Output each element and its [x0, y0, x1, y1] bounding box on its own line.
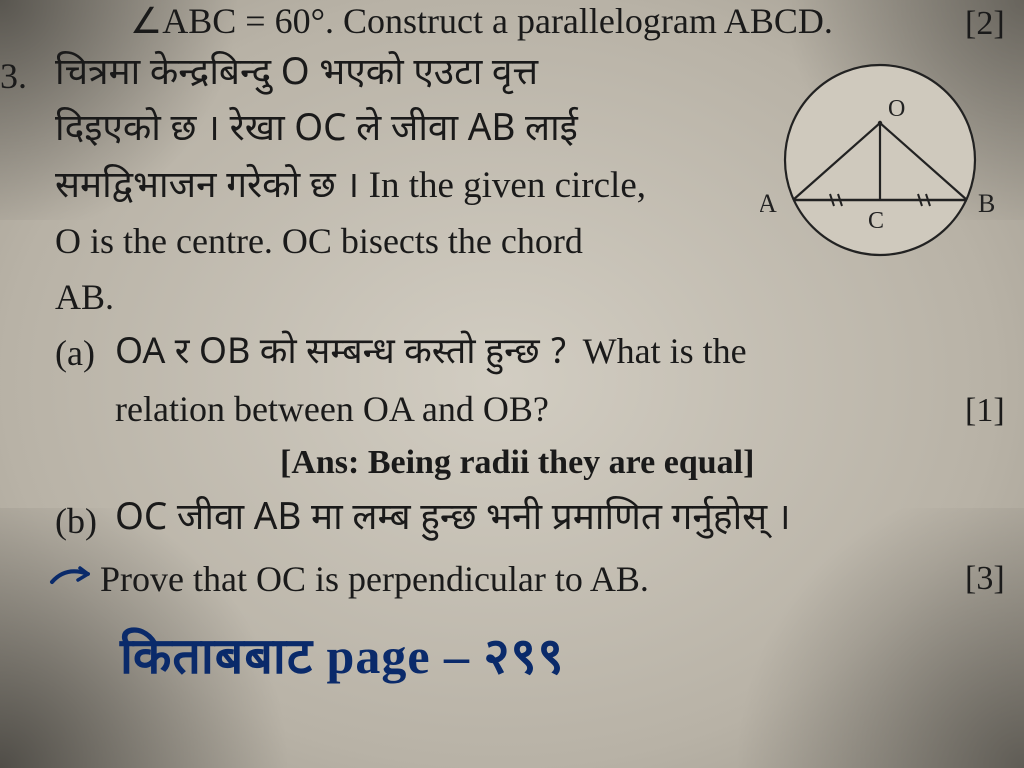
- line-en-5: AB.: [55, 276, 114, 318]
- part-a-line1: OA र OB को सम्बन्ध कस्तो हुन्छ ? What is…: [115, 330, 747, 378]
- point-o-dot: [878, 121, 882, 125]
- line-hi-1: चित्रमा केन्द्रबिन्दु O भएको एउटा वृत्त: [55, 52, 538, 100]
- label-a: A: [760, 189, 777, 218]
- line-en-4: O is the centre. OC bisects the chord: [55, 220, 583, 262]
- hand-arrow-icon: [48, 562, 92, 592]
- mark-1: [1]: [965, 392, 1005, 430]
- part-a-line2: relation between OA and OB?: [115, 388, 549, 430]
- handwritten-note: किताबबाट page – २९९: [120, 620, 565, 688]
- part-a-label: (a): [55, 332, 95, 374]
- part-b-hi: OC जीवा AB मा लम्ब हुन्छ भनी प्रमाणित गर…: [115, 497, 791, 545]
- label-b: B: [978, 189, 995, 218]
- line-hi-3: समद्विभाजन गरेको छ । In the given circle…: [55, 164, 646, 213]
- line-hi-3a: समद्विभाजन गरेको छ ।: [55, 165, 359, 213]
- page-scan: ∠ABC = 60°. Construct a parallelogram AB…: [0, 0, 1024, 768]
- line-hi-3b: In the given circle,: [369, 165, 646, 206]
- line-top-eng: ∠ABC = 60°. Construct a parallelogram AB…: [130, 0, 833, 42]
- label-o: O: [888, 96, 905, 122]
- label-c: C: [868, 208, 884, 234]
- question-number: 3.: [0, 55, 27, 97]
- part-a-answer: [Ans: Being radii they are equal]: [280, 444, 754, 482]
- part-a-hi: OA र OB को सम्बन्ध कस्तो हुन्छ ?: [115, 331, 568, 378]
- part-b-en: Prove that OC is perpendicular to AB.: [100, 558, 649, 600]
- mark-3: [3]: [965, 560, 1005, 598]
- circle-diagram: O A B C: [760, 40, 1020, 300]
- part-a-en-tail: What is the: [583, 331, 747, 371]
- mark-2: [2]: [965, 5, 1005, 43]
- vignette-br: [704, 508, 1024, 768]
- part-b-label: (b): [55, 500, 97, 542]
- line-hi-2: दिइएको छ । रेखा OC ले जीवा AB लाई: [55, 108, 578, 156]
